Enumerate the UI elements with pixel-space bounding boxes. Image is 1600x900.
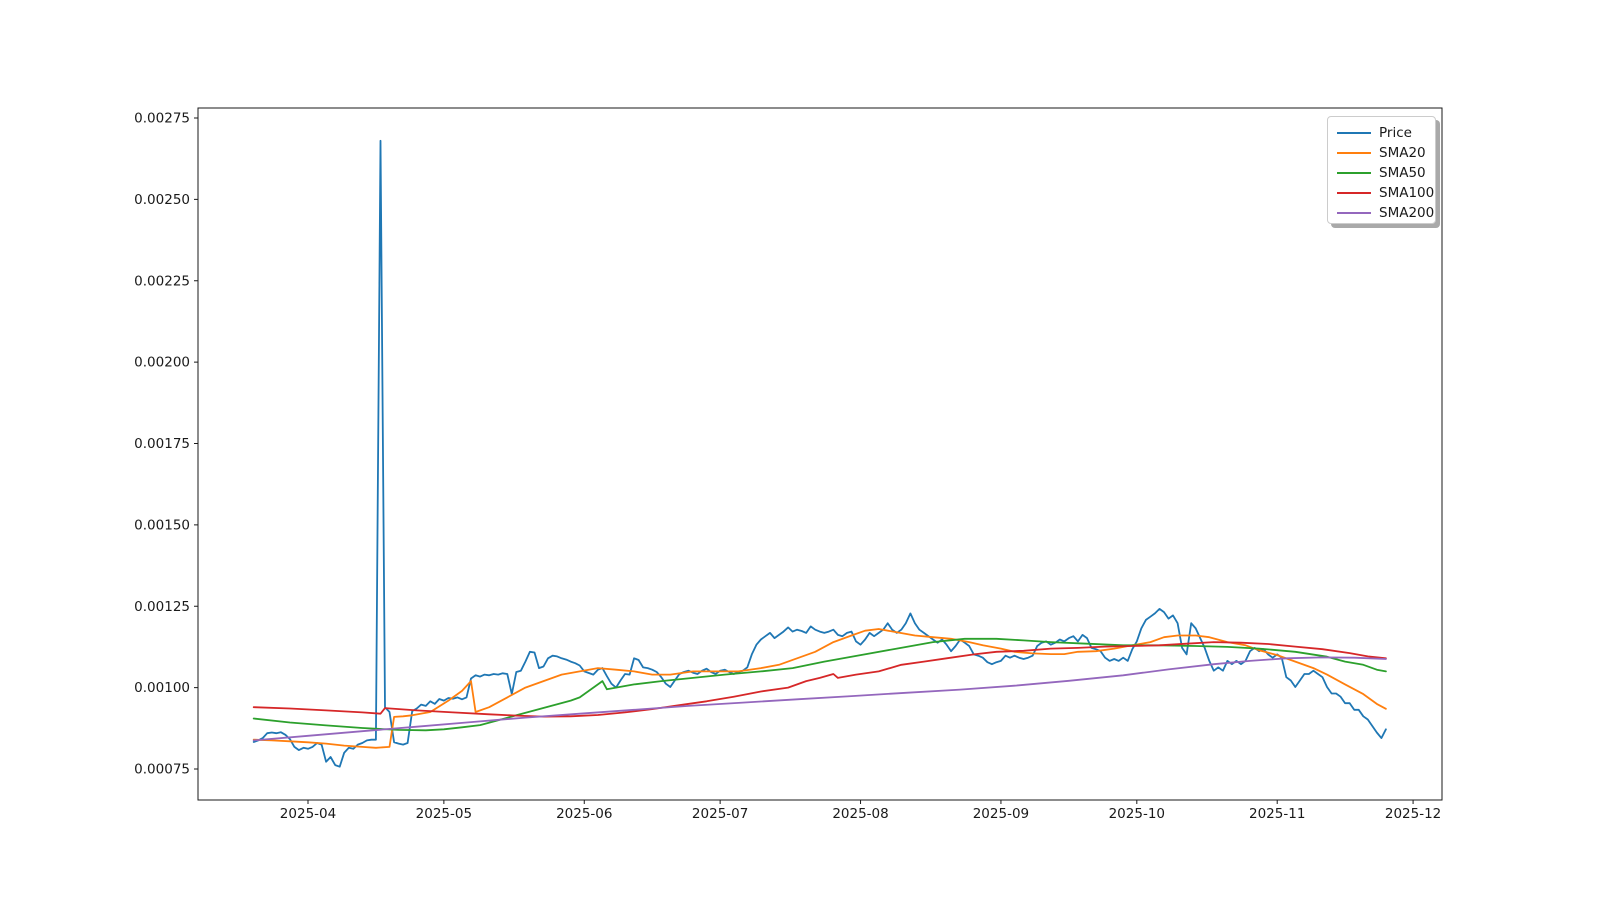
legend-line-swatch (1337, 192, 1371, 194)
series-sma200-line (252, 656, 1387, 742)
y-tick-label: 0.00075 (134, 762, 190, 778)
x-tick-label: 2025-12 (1385, 806, 1441, 822)
x-tick-label: 2025-11 (1249, 806, 1305, 822)
axes-frame (197, 107, 1443, 801)
legend-label: SMA20 (1379, 145, 1426, 161)
y-tick-label: 0.00200 (134, 355, 190, 371)
legend: Price SMA20 SMA50 SMA100 SMA200 (1327, 116, 1436, 224)
series-sma100-line (252, 641, 1387, 718)
x-tick-label: 2025-10 (1109, 806, 1165, 822)
legend-entry-sma50: SMA50 (1337, 163, 1427, 183)
legend-entry-price: Price (1337, 123, 1427, 143)
y-tick-label: 0.00225 (134, 273, 190, 289)
x-tick-label: 2025-08 (832, 806, 888, 822)
legend-entry-sma20: SMA20 (1337, 143, 1427, 163)
x-tick-label: 2025-04 (280, 806, 336, 822)
legend-entry-sma200: SMA200 (1337, 203, 1434, 223)
legend-label: SMA200 (1379, 205, 1435, 221)
legend-line-swatch (1337, 152, 1371, 154)
y-tick-label: 0.00125 (134, 599, 190, 615)
series-price-line (252, 139, 1387, 768)
legend-line-swatch (1337, 172, 1371, 174)
y-tick-label: 0.00275 (134, 111, 190, 127)
legend-entry-sma100: SMA100 (1337, 183, 1434, 203)
legend-line-swatch (1337, 132, 1371, 134)
x-tick-label: 2025-09 (973, 806, 1029, 822)
x-tick-label: 2025-06 (556, 806, 612, 822)
series-sma20-line (252, 628, 1387, 749)
legend-label: Price (1379, 125, 1412, 141)
y-tick-label: 0.00250 (134, 192, 190, 208)
legend-label: SMA100 (1379, 185, 1435, 201)
series-sma50-line (252, 637, 1387, 732)
x-tick-label: 2025-05 (416, 806, 472, 822)
x-tick-label: 2025-07 (692, 806, 748, 822)
y-tick-label: 0.00150 (134, 517, 190, 533)
legend-line-swatch (1337, 212, 1371, 214)
legend-label: SMA50 (1379, 165, 1426, 181)
y-tick-label: 0.00175 (134, 436, 190, 452)
y-tick-label: 0.00100 (134, 680, 190, 696)
